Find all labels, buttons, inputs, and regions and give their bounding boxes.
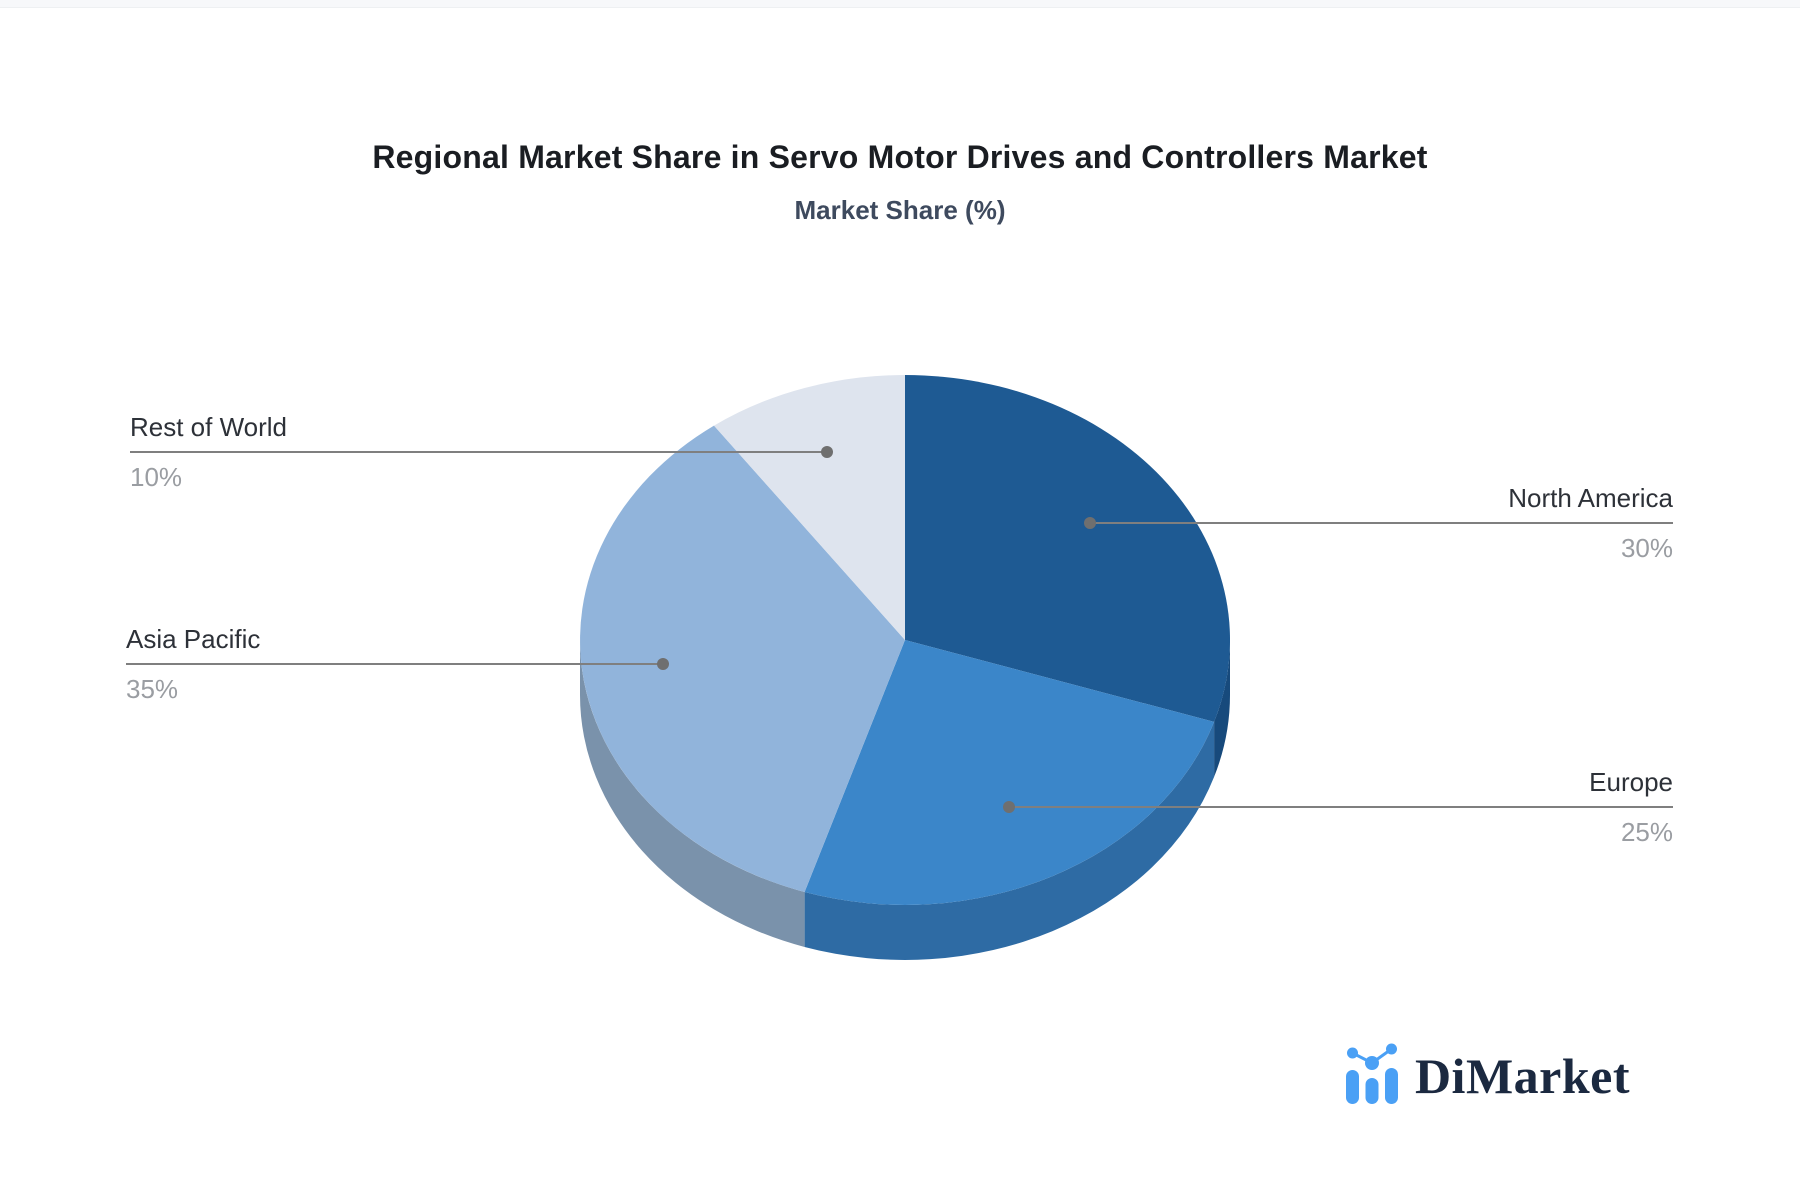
leader-dot-europe bbox=[1003, 801, 1015, 813]
leader-dot-asia-pacific bbox=[657, 658, 669, 670]
callout-asia-pacific: Asia Pacific 35% bbox=[126, 622, 260, 706]
callout-label: Asia Pacific bbox=[126, 624, 261, 654]
leader-dot-north-america bbox=[1084, 517, 1096, 529]
callout-label: Rest of World bbox=[130, 412, 288, 442]
callout-europe: Europe 25% bbox=[1589, 765, 1673, 849]
logo-text: DiMarket bbox=[1414, 1048, 1630, 1104]
callout-value: 25% bbox=[1620, 817, 1673, 847]
chart-subtitle: Market Share (%) bbox=[794, 195, 1006, 225]
callout-value: 30% bbox=[1620, 533, 1673, 563]
callout-value: 10% bbox=[130, 462, 183, 492]
pie-slice-europe bbox=[804, 640, 1215, 905]
callout-north-america: North America 30% bbox=[1508, 481, 1673, 565]
callout-value: 35% bbox=[126, 674, 179, 704]
leader-dot-rest-of-world bbox=[821, 446, 833, 458]
pie-slice-asia-pacific bbox=[580, 425, 905, 892]
callout-rest-of-world: Rest of World 10% bbox=[130, 410, 287, 494]
pie-side-asia-pacific bbox=[580, 640, 805, 947]
callout-label: North America bbox=[1508, 483, 1673, 513]
pie-slice-rest-of-world bbox=[714, 375, 905, 640]
dimarket-logo: DiMarket bbox=[1343, 1040, 1630, 1104]
bar-chart-logo-icon bbox=[1345, 1043, 1398, 1104]
callout-label: Europe bbox=[1589, 767, 1673, 797]
pie-side-europe bbox=[804, 721, 1215, 960]
pie-side-north-america bbox=[1214, 640, 1230, 777]
pie-slice-north-america bbox=[905, 375, 1231, 722]
chart-title: Regional Market Share in Servo Motor Dri… bbox=[372, 139, 1428, 175]
top-strip bbox=[0, 0, 1800, 8]
